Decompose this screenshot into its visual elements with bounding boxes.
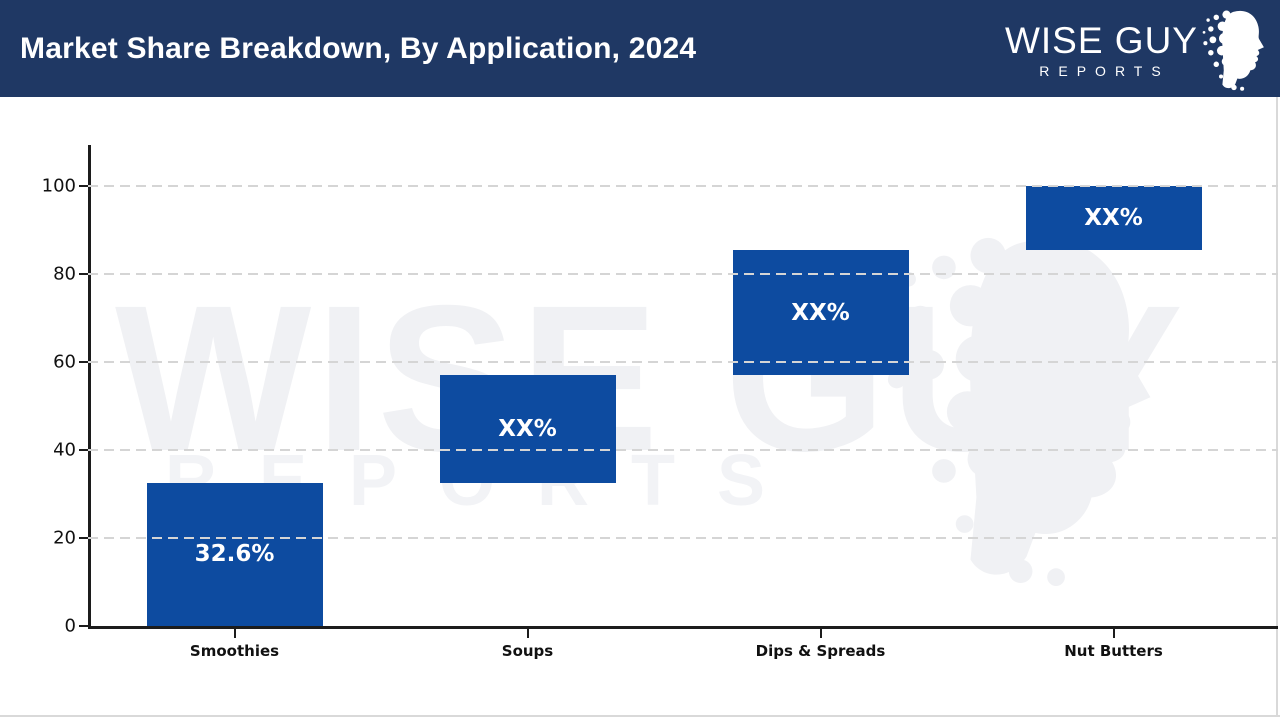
logo-tagline: REPORTS	[1039, 62, 1170, 79]
bar-smoothies	[146, 482, 323, 626]
bar-value-label: XX%	[1084, 204, 1143, 231]
logo-name: WISE GUY	[1004, 20, 1198, 61]
bar-value-label: XX%	[498, 415, 557, 442]
x-category-label: Dips & Spreads	[755, 642, 886, 660]
gridline	[88, 537, 1278, 539]
y-axis-line	[88, 145, 91, 629]
y-tick-mark	[79, 185, 88, 187]
x-tick-mark	[526, 629, 529, 638]
x-tick-mark	[819, 629, 822, 638]
bar-dips-spreads	[732, 249, 909, 376]
gridline	[88, 273, 1278, 275]
bar-nut-butters	[1025, 186, 1202, 250]
y-tick-mark	[79, 625, 88, 627]
bar-value-label: XX%	[791, 299, 850, 326]
dotted-head-icon	[1202, 10, 1264, 91]
frame-right-border	[1276, 97, 1278, 717]
chart-title: Market Share Breakdown, By Application, …	[20, 31, 697, 65]
y-tick-label: 60	[53, 351, 76, 373]
y-tick-mark	[79, 537, 88, 539]
frame-bottom-border	[0, 715, 1280, 717]
gridline	[88, 185, 1278, 187]
x-category-label: Nut Butters	[1064, 642, 1163, 660]
y-tick-label: 20	[53, 527, 76, 549]
wise-guy-logo: WISE GUY REPORTS	[1004, 4, 1270, 94]
watermark-head-icon	[884, 237, 1151, 586]
bar-soups	[439, 375, 616, 483]
y-tick-label: 80	[53, 263, 76, 285]
bar-value-label: 32.6%	[194, 541, 275, 568]
x-category-label: Soups	[501, 642, 554, 660]
x-category-label: Smoothies	[189, 642, 280, 660]
y-tick-label: 100	[41, 175, 76, 197]
y-tick-mark	[79, 449, 88, 451]
x-tick-mark	[1112, 629, 1115, 638]
x-axis-line	[88, 626, 1278, 629]
logo-text: WISE GUY REPORTS	[1004, 20, 1198, 79]
plot: 0 20 40 60 80 100 32.6% Smoothies XX% Soups XX% Dip…	[0, 97, 1280, 720]
y-tick-label: 40	[53, 439, 76, 461]
y-tick-mark	[79, 361, 88, 363]
chart-area: WISE GUY REPORTS 02040608010032.6%Smooth…	[0, 97, 1280, 720]
x-tick-mark	[233, 629, 236, 638]
gridline	[88, 361, 1278, 363]
header-band: Market Share Breakdown, By Application, …	[0, 0, 1280, 97]
y-tick-label: 0	[64, 615, 76, 637]
y-tick-mark	[79, 273, 88, 275]
gridline	[88, 449, 1278, 451]
